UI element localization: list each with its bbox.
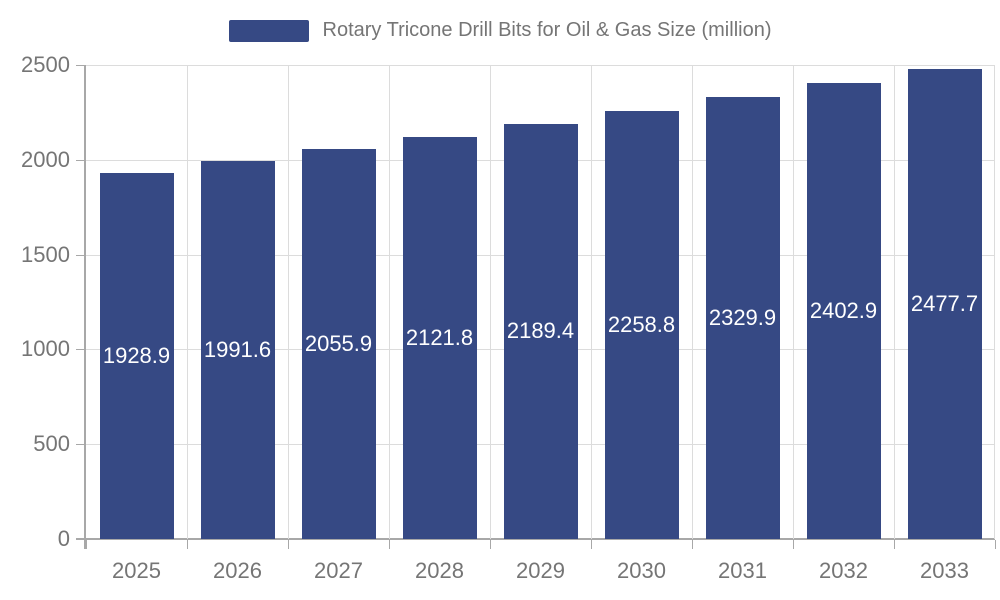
x-axis-tick-label: 2028 <box>415 558 464 583</box>
bar-2026[interactable] <box>200 161 275 539</box>
x-axis-tick <box>995 540 996 549</box>
bar-value-label: 2329.9 <box>708 305 777 331</box>
y-axis-tick <box>76 539 86 540</box>
y-axis-line <box>84 65 86 549</box>
x-axis-tick-label: 2031 <box>718 558 767 583</box>
x-axis-tick <box>591 540 592 549</box>
x-axis-tick <box>692 540 693 549</box>
plot-area: 1928.9 1991.6 2055.9 2121.8 2189.4 2258.8 2329… <box>86 65 995 539</box>
x-axis-line <box>76 538 995 540</box>
gridline-vertical <box>490 65 491 539</box>
y-axis-tick <box>76 65 86 66</box>
x-axis-tick-label: 2026 <box>213 558 262 583</box>
y-axis-tick-label: 500 <box>33 431 70 457</box>
gridline-vertical <box>894 65 895 539</box>
legend-item[interactable]: Rotary Tricone Drill Bits for Oil & Gas … <box>0 19 1000 42</box>
legend-color-swatch <box>228 19 309 42</box>
y-axis-tick-label: 1500 <box>21 241 70 267</box>
y-axis-tick <box>76 349 86 351</box>
bar-2033[interactable] <box>907 69 982 539</box>
bar-2030[interactable] <box>604 110 679 539</box>
bar-2028[interactable] <box>402 136 477 539</box>
x-axis-tick-label: 2029 <box>516 558 565 583</box>
x-axis-tick-label: 2027 <box>314 558 363 583</box>
y-axis-tick-label: 0 <box>57 526 70 551</box>
bar-value-label: 1928.9 <box>102 343 171 369</box>
x-axis-tick-label: 2025 <box>112 558 161 583</box>
bar-2029[interactable] <box>503 123 578 539</box>
x-axis-tick <box>288 540 289 549</box>
legend-label: Rotary Tricone Drill Bits for Oil & Gas … <box>322 19 772 41</box>
x-axis-tick <box>389 540 390 549</box>
gridline-horizontal <box>86 65 995 66</box>
x-axis-tick-label: 2033 <box>920 558 969 583</box>
x-axis-tick <box>894 540 895 549</box>
y-axis-tick-label: 1000 <box>21 336 70 362</box>
bar-value-label: 2121.8 <box>405 324 474 350</box>
bar-2027[interactable] <box>301 149 376 539</box>
y-axis-tick-label: 2500 <box>21 52 70 77</box>
x-axis-tick <box>86 540 87 549</box>
gridline-vertical <box>389 65 390 539</box>
gridline-vertical <box>187 65 188 539</box>
x-axis-tick <box>187 540 188 549</box>
y-axis-tick <box>76 444 86 446</box>
y-axis-tick-label: 2000 <box>21 146 70 172</box>
x-axis-tick <box>793 540 794 549</box>
gridline-vertical <box>994 65 995 539</box>
bar-2025[interactable] <box>99 173 174 539</box>
y-axis-tick <box>76 254 86 256</box>
bar-value-label: 2402.9 <box>809 298 878 324</box>
y-axis-tick <box>76 159 86 161</box>
x-axis-tick-label: 2030 <box>617 558 666 583</box>
bar-value-label: 1991.6 <box>203 337 272 363</box>
gridline-vertical <box>793 65 794 539</box>
bar-2031[interactable] <box>705 97 780 539</box>
x-axis-tick-label: 2032 <box>819 558 868 583</box>
bar-value-label: 2477.7 <box>910 291 979 317</box>
gridline-vertical <box>692 65 693 539</box>
bar-value-label: 2258.8 <box>607 311 676 337</box>
x-axis-tick <box>490 540 491 549</box>
gridline-vertical <box>591 65 592 539</box>
bar-value-label: 2189.4 <box>506 318 575 344</box>
gridline-vertical <box>288 65 289 539</box>
bar-2032[interactable] <box>806 83 881 539</box>
bar-value-label: 2055.9 <box>304 331 373 357</box>
